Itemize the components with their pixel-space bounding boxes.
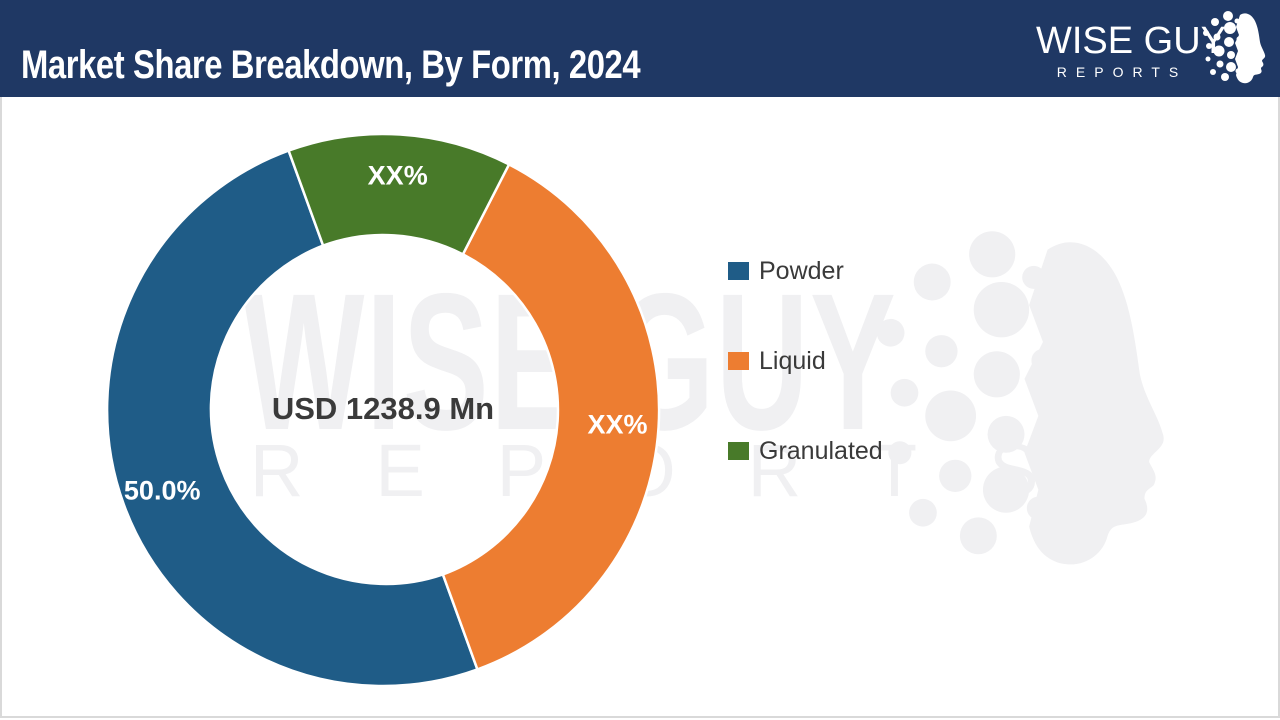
wedge-label-liquid: XX% [587,410,647,440]
logo-brand-name: WISE GUY [1036,20,1227,62]
legend-label-liquid: Liquid [759,346,826,375]
legend-label-granulated: Granulated [759,436,883,465]
chart-center-value: USD 1238.9 Mn [271,391,495,426]
wedge-liquid [441,163,661,671]
border-left [0,97,2,717]
border-bottom [0,716,1280,718]
chart-legend: Powder Liquid Granulated [728,252,883,522]
border-right [1278,97,1280,717]
wedge-label-powder: 50.0% [124,475,201,505]
header: Market Share Breakdown, By Form, 2024 WI… [0,0,1280,97]
legend-item-powder: Powder [728,252,883,290]
legend-swatch-granulated [728,442,749,460]
wiseguy-logo: WISE GUY REPORTS [1036,0,1266,97]
legend-item-liquid: Liquid [728,342,883,380]
legend-swatch-liquid [728,352,749,370]
logo-brand-subtitle: REPORTS [1056,64,1188,80]
legend-label-powder: Powder [759,256,844,285]
wedge-label-granulated: XX% [368,161,428,191]
legend-item-granulated: Granulated [728,432,883,470]
wiseguy-logo-text: WISE GUY REPORTS [1036,20,1227,80]
wedge-granulated [287,132,511,256]
page-title: Market Share Breakdown, By Form, 2024 [21,43,641,87]
wedge-powder [105,149,479,688]
legend-swatch-powder [728,262,749,280]
